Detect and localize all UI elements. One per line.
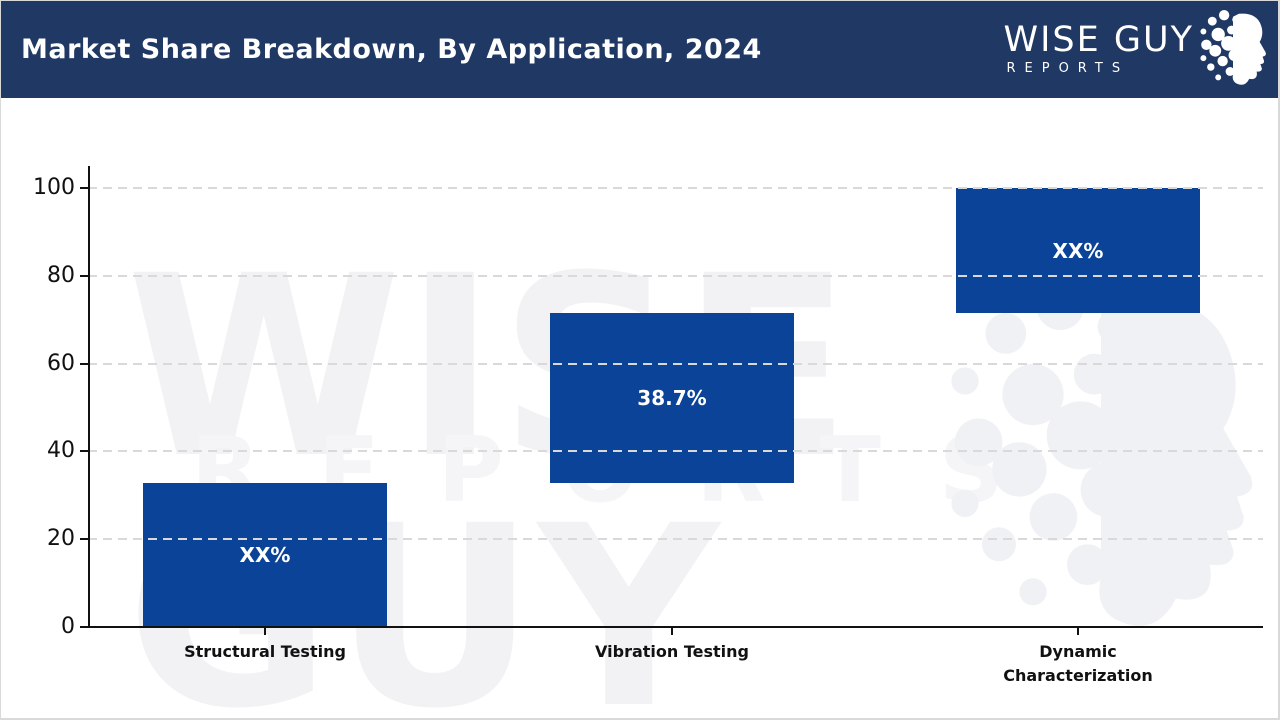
x-axis-line [88,626,1263,628]
logo-text-block: WISE GUY REPORTS [1003,20,1194,77]
y-tick-mark [80,362,88,365]
gridline-80 [88,274,1263,277]
y-tick-mark [80,626,88,628]
y-tick-mark [80,274,88,277]
gridline-40 [88,450,1263,453]
bar-1 [143,483,387,627]
bar-value-label: XX% [239,543,291,567]
bar-value-label: XX% [1052,238,1104,263]
bar-3 [956,188,1200,314]
header-bar: Market Share Breakdown, By Application, … [1,1,1278,98]
x-category-label: Structural Testing [184,642,346,661]
chart-title: Market Share Breakdown, By Application, … [21,34,762,65]
x-tick-mark [1077,628,1079,635]
y-tick-label: 80 [47,262,75,288]
y-axis-line [88,166,90,628]
gridline-60 [88,362,1263,365]
gridline-20 [88,538,1263,541]
logo-subtext: REPORTS [1006,61,1130,76]
wiseguy-logo: WISE GUY REPORTS [1003,8,1270,92]
x-category-label: Vibration Testing [595,642,749,661]
wiseguy-face-icon [1200,9,1266,85]
gridline-100 [88,187,1263,189]
y-tick-label: 40 [47,438,75,464]
logo-wordmark: WISE GUY [1003,20,1194,60]
y-tick-label: 60 [47,350,75,376]
bar-2 [550,313,794,483]
y-tick-mark [80,187,88,189]
y-tick-mark [80,538,88,541]
x-tick-mark [264,628,266,635]
bar-value-label: 38.7% [637,386,707,411]
y-tick-label: 20 [47,526,75,552]
y-tick-mark [80,450,88,453]
x-category-label: Dynamic Characterization [1003,642,1153,685]
y-tick-label: 0 [61,614,75,639]
y-tick-label: 100 [33,175,75,200]
x-tick-mark [671,628,673,635]
